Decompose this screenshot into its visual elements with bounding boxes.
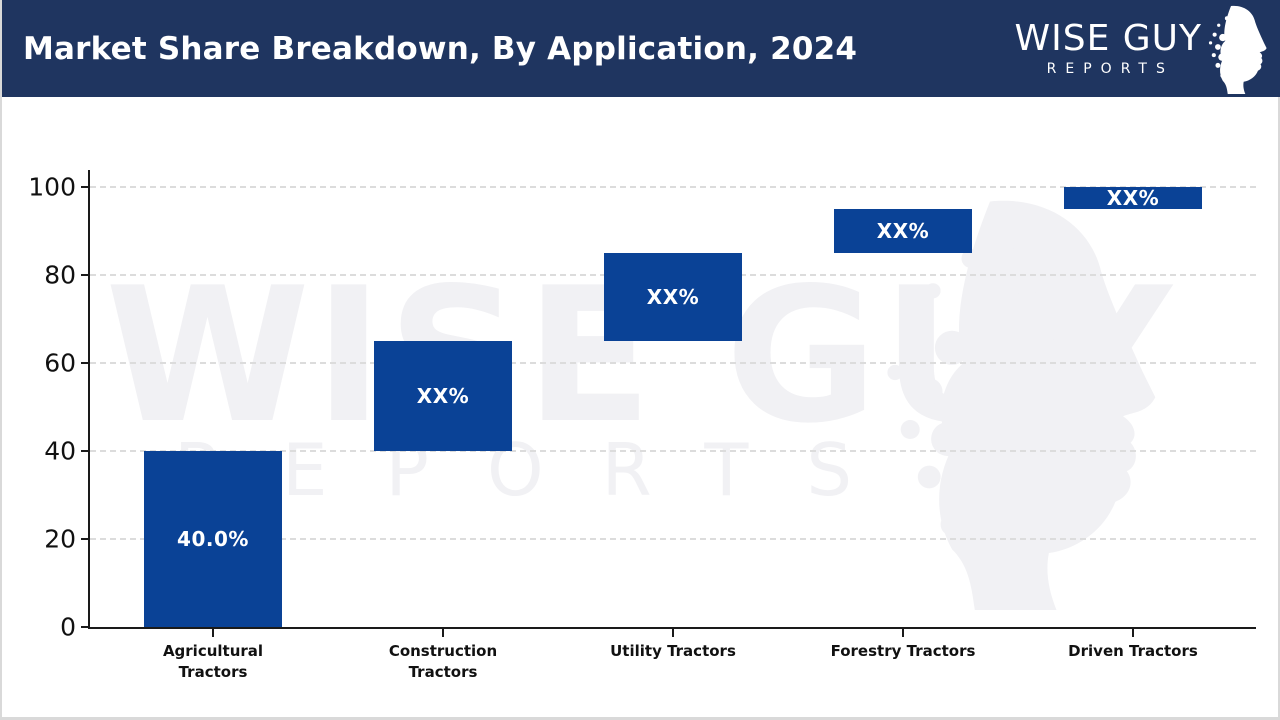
- bar-value-label-agricultural-tractors: 40.0%: [177, 527, 249, 551]
- y-tick-label-20: 20: [44, 524, 76, 554]
- bar-construction-tractors: [374, 341, 512, 451]
- wise-guy-logo: WISE GUY REPORTS: [1015, 4, 1280, 94]
- x-category-label-utility-tractors: Utility Tractors: [610, 642, 736, 660]
- gridline-40: [90, 450, 1256, 452]
- y-tick-label-40: 40: [44, 436, 76, 466]
- page-title: Market Share Breakdown, By Application, …: [23, 30, 858, 67]
- wise-guy-head-icon: [1208, 5, 1267, 94]
- logo-text: WISE GUY REPORTS: [1014, 17, 1203, 77]
- y-tick-label-80: 80: [44, 260, 76, 290]
- y-tick-label-60: 60: [44, 348, 76, 378]
- y-tick-mark-100: [81, 186, 89, 188]
- gridline-100: [90, 186, 1256, 188]
- logo-sub-label: REPORTS: [1046, 60, 1174, 77]
- y-tick-mark-60: [81, 362, 89, 364]
- x-axis-spine: [88, 627, 1256, 629]
- y-tick-mark-0: [81, 626, 89, 628]
- header-bar: Market Share Breakdown, By Application, …: [2, 0, 1280, 97]
- x-tick-mark-construction-tractors: [442, 629, 444, 637]
- y-tick-mark-40: [81, 450, 89, 452]
- bar-value-label-driven-tractors: XX%: [1106, 186, 1160, 210]
- x-tick-mark-agricultural-tractors: [212, 629, 214, 637]
- x-tick-mark-utility-tractors: [672, 629, 674, 637]
- bar-agricultural-tractors: [144, 451, 282, 627]
- y-tick-label-100: 100: [28, 172, 76, 202]
- bar-value-label-forestry-tractors: XX%: [876, 219, 930, 243]
- x-category-label-driven-tractors: Driven Tractors: [1068, 642, 1198, 660]
- y-tick-mark-80: [81, 274, 89, 276]
- bar-value-label-utility-tractors: XX%: [646, 285, 700, 309]
- bar-value-label-construction-tractors: XX%: [416, 384, 470, 408]
- y-tick-label-0: 0: [60, 612, 76, 642]
- x-tick-mark-forestry-tractors: [902, 629, 904, 637]
- x-tick-mark-driven-tractors: [1132, 629, 1134, 637]
- y-axis-spine: [88, 170, 90, 628]
- x-category-label-forestry-tractors: Forestry Tractors: [830, 642, 976, 660]
- logo-brand-label: WISE GUY: [1014, 17, 1202, 59]
- gridline-60: [90, 362, 1256, 364]
- x-category-label-construction-tractors: Construction Tractors: [388, 642, 498, 681]
- y-tick-mark-20: [81, 538, 89, 540]
- bar-utility-tractors: [604, 253, 742, 341]
- gridline-20: [90, 538, 1256, 540]
- x-category-label-agricultural-tractors: Agricultural Tractors: [162, 642, 264, 681]
